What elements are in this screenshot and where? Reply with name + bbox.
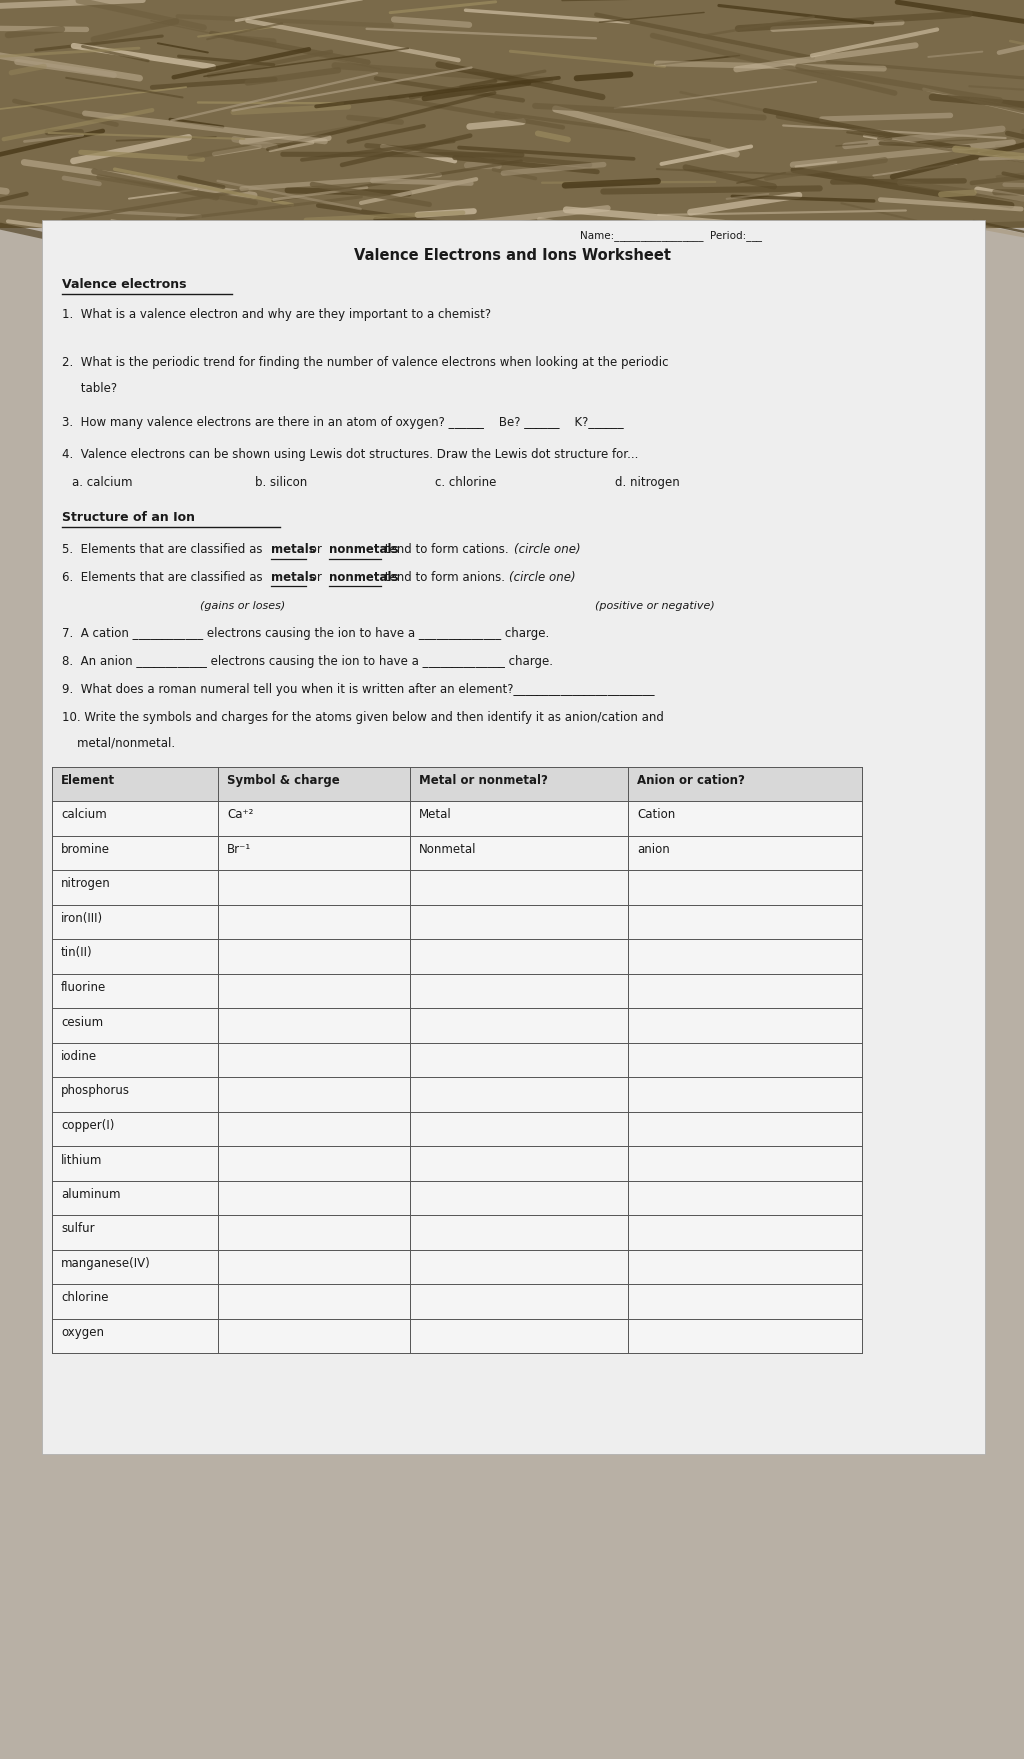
- Text: (circle one): (circle one): [509, 572, 575, 584]
- Text: table?: table?: [62, 382, 117, 396]
- Text: b. silicon: b. silicon: [255, 477, 307, 489]
- Text: or: or: [305, 572, 326, 584]
- Text: nonmetals: nonmetals: [329, 544, 398, 556]
- FancyBboxPatch shape: [0, 1439, 1024, 1759]
- Text: 2.  What is the periodic trend for finding the number of valence electrons when : 2. What is the periodic trend for findin…: [62, 355, 669, 369]
- Text: chlorine: chlorine: [61, 1291, 109, 1305]
- Text: Valence Electrons and Ions Worksheet: Valence Electrons and Ions Worksheet: [353, 248, 671, 264]
- Text: a. calcium: a. calcium: [72, 477, 132, 489]
- Text: anion: anion: [637, 843, 670, 857]
- Text: tin(II): tin(II): [61, 946, 92, 959]
- Text: 10. Write the symbols and charges for the atoms given below and then identify it: 10. Write the symbols and charges for th…: [62, 711, 664, 725]
- Text: 1.  What is a valence electron and why are they important to a chemist?: 1. What is a valence electron and why ar…: [62, 308, 492, 320]
- Text: Nonmetal: Nonmetal: [419, 843, 476, 857]
- Text: Symbol & charge: Symbol & charge: [227, 774, 340, 786]
- Text: Valence electrons: Valence electrons: [62, 278, 186, 290]
- Text: manganese(IV): manganese(IV): [61, 1258, 151, 1270]
- Text: 8.  An anion ____________ electrons causing the ion to have a ______________ cha: 8. An anion ____________ electrons causi…: [62, 654, 553, 668]
- Text: Metal or nonmetal?: Metal or nonmetal?: [419, 774, 548, 786]
- Text: metals: metals: [270, 572, 315, 584]
- Text: Anion or cation?: Anion or cation?: [637, 774, 744, 786]
- Text: (positive or negative): (positive or negative): [595, 602, 715, 610]
- FancyBboxPatch shape: [42, 220, 985, 1455]
- Text: d. nitrogen: d. nitrogen: [615, 477, 680, 489]
- Text: calcium: calcium: [61, 809, 106, 821]
- Text: cesium: cesium: [61, 1015, 103, 1029]
- Text: Metal: Metal: [419, 809, 452, 821]
- Text: bromine: bromine: [61, 843, 110, 857]
- Text: c. chlorine: c. chlorine: [435, 477, 497, 489]
- Text: Cation: Cation: [637, 809, 675, 821]
- Text: metal/nonmetal.: metal/nonmetal.: [62, 737, 175, 749]
- Text: Structure of an Ion: Structure of an Ion: [62, 512, 195, 524]
- FancyBboxPatch shape: [52, 767, 862, 1353]
- Text: iron(III): iron(III): [61, 911, 103, 925]
- Text: iodine: iodine: [61, 1050, 97, 1062]
- Text: 6.  Elements that are classified as: 6. Elements that are classified as: [62, 572, 266, 584]
- Text: lithium: lithium: [61, 1154, 102, 1166]
- Text: Element: Element: [61, 774, 115, 786]
- Text: sulfur: sulfur: [61, 1223, 94, 1235]
- Text: 3.  How many valence electrons are there in an atom of oxygen? ______    Be? ___: 3. How many valence electrons are there …: [62, 415, 624, 429]
- Text: tend to form cations.: tend to form cations.: [381, 544, 512, 556]
- FancyBboxPatch shape: [0, 0, 1024, 229]
- FancyBboxPatch shape: [52, 767, 862, 802]
- Text: oxygen: oxygen: [61, 1326, 104, 1339]
- Text: 7.  A cation ____________ electrons causing the ion to have a ______________ cha: 7. A cation ____________ electrons causi…: [62, 626, 549, 640]
- Text: nonmetals: nonmetals: [329, 572, 398, 584]
- Text: 5.  Elements that are classified as: 5. Elements that are classified as: [62, 544, 266, 556]
- Text: metals: metals: [270, 544, 315, 556]
- Text: Ca⁺²: Ca⁺²: [227, 809, 253, 821]
- Text: tend to form anions.: tend to form anions.: [381, 572, 509, 584]
- Text: copper(I): copper(I): [61, 1119, 115, 1133]
- Text: or: or: [305, 544, 326, 556]
- Text: 4.  Valence electrons can be shown using Lewis dot structures. Draw the Lewis do: 4. Valence electrons can be shown using …: [62, 449, 638, 461]
- Text: (circle one): (circle one): [514, 544, 581, 556]
- Text: aluminum: aluminum: [61, 1187, 121, 1201]
- Text: Br⁻¹: Br⁻¹: [227, 843, 251, 857]
- Text: 9.  What does a roman numeral tell you when it is written after an element?_____: 9. What does a roman numeral tell you wh…: [62, 682, 654, 697]
- Text: (gains or loses): (gains or loses): [200, 602, 286, 610]
- Text: fluorine: fluorine: [61, 982, 106, 994]
- Text: nitrogen: nitrogen: [61, 878, 111, 890]
- Text: phosphorus: phosphorus: [61, 1085, 130, 1098]
- Text: Name:_________________  Period:___: Name:_________________ Period:___: [580, 230, 762, 241]
